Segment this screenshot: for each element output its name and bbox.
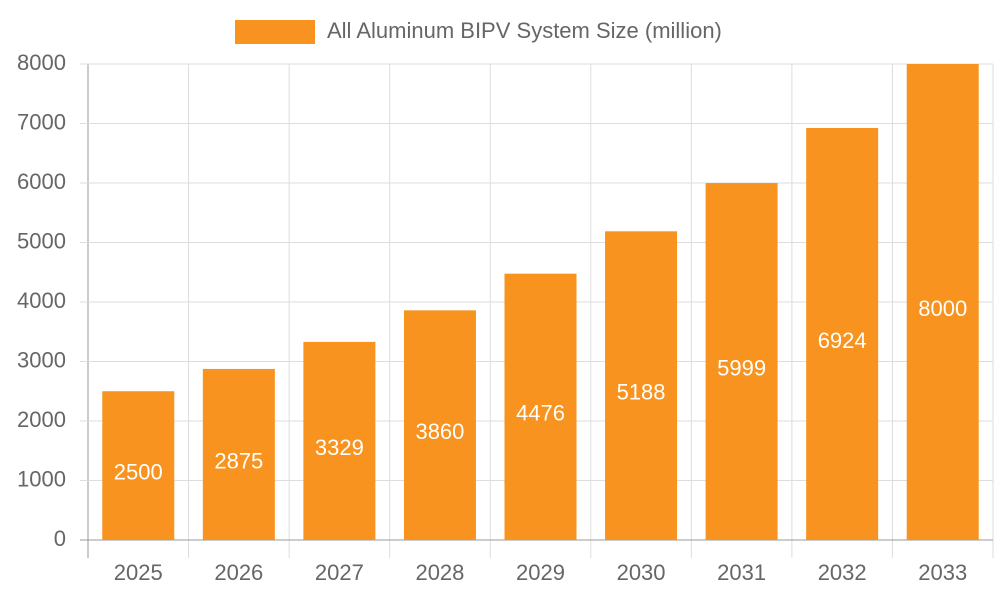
bar — [102, 391, 175, 540]
x-tick-label: 2033 — [918, 560, 967, 585]
x-tick-label: 2026 — [214, 560, 263, 585]
x-tick-label: 2027 — [315, 560, 364, 585]
y-tick-label: 6000 — [17, 169, 66, 194]
x-tick-label: 2032 — [818, 560, 867, 585]
bar-value-label: 5188 — [617, 379, 666, 404]
bar-value-label: 3329 — [315, 435, 364, 460]
bar-value-label: 4476 — [516, 401, 565, 426]
bar-value-label: 8000 — [918, 296, 967, 321]
bar — [806, 128, 879, 540]
x-tick-label: 2028 — [415, 560, 464, 585]
x-tick-label: 2030 — [617, 560, 666, 585]
y-tick-label: 8000 — [17, 50, 66, 75]
bar — [605, 231, 678, 540]
bar-value-label: 6924 — [818, 328, 867, 353]
bar-value-label: 3860 — [415, 419, 464, 444]
bar — [705, 183, 778, 540]
bar — [403, 310, 476, 540]
bar — [303, 341, 376, 540]
bar-value-label: 2500 — [114, 459, 163, 484]
x-tick-label: 2031 — [717, 560, 766, 585]
y-tick-label: 7000 — [17, 109, 66, 134]
bar — [504, 273, 577, 540]
bar — [906, 64, 979, 540]
y-tick-label: 2000 — [17, 407, 66, 432]
bar-value-label: 5999 — [717, 355, 766, 380]
y-tick-label: 3000 — [17, 347, 66, 372]
y-tick-label: 1000 — [17, 466, 66, 491]
x-tick-label: 2025 — [114, 560, 163, 585]
x-tick-label: 2029 — [516, 560, 565, 585]
bar — [202, 368, 275, 540]
bar-value-label: 2875 — [214, 448, 263, 473]
y-tick-label: 4000 — [17, 288, 66, 313]
y-tick-label: 5000 — [17, 228, 66, 253]
legend-swatch — [235, 20, 315, 44]
y-tick-label: 0 — [54, 526, 66, 551]
legend-label: All Aluminum BIPV System Size (million) — [327, 18, 722, 43]
